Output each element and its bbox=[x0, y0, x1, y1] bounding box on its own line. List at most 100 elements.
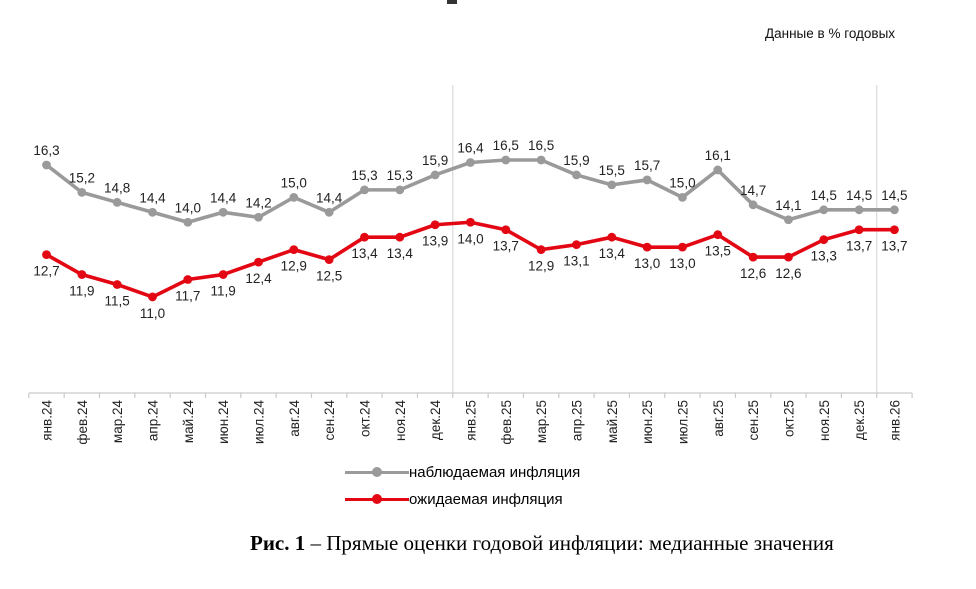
x-axis-label: фев.25 bbox=[499, 400, 514, 445]
data-label-expected: 13,0 bbox=[634, 256, 660, 271]
data-point-expected bbox=[748, 252, 758, 262]
data-label-expected: 13,0 bbox=[669, 256, 695, 271]
x-axis-label: май.24 bbox=[181, 400, 196, 444]
data-point-observed bbox=[572, 170, 581, 180]
data-label-observed: 14,4 bbox=[139, 190, 166, 205]
data-label-observed: 15,5 bbox=[599, 163, 625, 178]
data-label-expected: 13,7 bbox=[881, 239, 907, 254]
data-label-observed: 15,9 bbox=[563, 153, 589, 168]
data-point-observed bbox=[183, 217, 193, 227]
data-point-observed bbox=[642, 175, 652, 185]
data-point-observed bbox=[395, 185, 405, 195]
legend-dot-observed bbox=[372, 467, 382, 477]
data-point-expected bbox=[642, 242, 652, 252]
figure-caption: Рис. 1 – Прямые оценки годовой инфляции:… bbox=[250, 531, 834, 556]
expected-series-marker-icon bbox=[345, 489, 409, 509]
data-point-observed bbox=[784, 215, 793, 225]
x-axis-label: окт.24 bbox=[357, 400, 372, 438]
x-axis-label: янв.24 bbox=[40, 400, 55, 441]
data-label-observed: 16,4 bbox=[457, 140, 484, 155]
data-label-observed: 14,5 bbox=[846, 188, 872, 203]
x-axis-label: сен.24 bbox=[322, 400, 337, 441]
data-label-expected: 12,9 bbox=[281, 259, 307, 274]
data-point-expected bbox=[430, 220, 440, 230]
data-label-expected: 14,0 bbox=[457, 231, 483, 246]
data-label-observed: 16,1 bbox=[705, 148, 731, 163]
caption-text: Прямые оценки годовой инфляции: медианны… bbox=[326, 531, 834, 555]
data-label-expected: 11,9 bbox=[211, 284, 236, 299]
data-label-expected: 13,7 bbox=[493, 239, 519, 254]
x-axis-label: мар.24 bbox=[110, 400, 125, 444]
caption-separator: – bbox=[305, 531, 327, 555]
data-label-observed: 15,0 bbox=[281, 175, 307, 190]
data-point-expected bbox=[819, 235, 829, 245]
data-point-expected bbox=[324, 255, 334, 264]
data-point-expected bbox=[112, 280, 122, 289]
data-label-expected: 12,5 bbox=[316, 269, 342, 284]
legend-dot-expected bbox=[372, 494, 382, 504]
data-point-expected bbox=[183, 275, 193, 284]
data-label-expected: 13,4 bbox=[351, 246, 378, 261]
data-label-observed: 14,0 bbox=[175, 200, 201, 215]
x-axis-label: июн.24 bbox=[216, 400, 231, 444]
data-point-observed bbox=[289, 192, 299, 202]
data-point-observed bbox=[748, 200, 758, 210]
data-label-expected: 12,6 bbox=[740, 266, 766, 281]
inflation-line-chart: 16,3 15,2 14,8 14,4 14,0 14,4 14,2 15,0 14,4 15,3… bbox=[28, 85, 913, 445]
data-label-observed: 15,3 bbox=[387, 168, 413, 183]
data-label-expected: 13,1 bbox=[563, 254, 589, 269]
legend-item-observed: наблюдаемая инфляция bbox=[345, 462, 580, 482]
data-label-observed: 14,2 bbox=[245, 195, 271, 210]
data-label-expected: 11,7 bbox=[175, 289, 200, 304]
x-axis-label: дек.25 bbox=[852, 400, 867, 440]
data-point-expected bbox=[678, 242, 687, 252]
data-label-observed: 15,9 bbox=[422, 153, 448, 168]
data-label-expected: 13,5 bbox=[705, 244, 731, 259]
data-label-expected: 13,3 bbox=[811, 249, 837, 264]
data-point-expected bbox=[42, 250, 51, 260]
data-label-observed: 14,4 bbox=[316, 190, 343, 205]
data-label-observed: 15,2 bbox=[69, 170, 95, 185]
data-point-expected bbox=[713, 230, 723, 240]
data-point-observed bbox=[713, 165, 723, 175]
data-point-observed bbox=[254, 212, 263, 222]
data-label-observed: 14,7 bbox=[740, 183, 766, 198]
data-label-observed: 14,8 bbox=[104, 180, 130, 195]
x-axis-label: мар.25 bbox=[534, 400, 549, 443]
data-point-expected bbox=[607, 232, 617, 242]
data-point-expected bbox=[784, 252, 793, 262]
data-label-expected: 13,9 bbox=[422, 234, 448, 249]
x-axis-label: апр.24 bbox=[145, 400, 160, 442]
legend-label-observed: наблюдаемая инфляция bbox=[409, 463, 581, 481]
data-label-observed: 15,0 bbox=[669, 175, 695, 190]
x-axis-label: дек.24 bbox=[428, 400, 443, 441]
data-label-expected: 11,5 bbox=[105, 294, 130, 309]
data-label-observed: 14,4 bbox=[210, 190, 237, 205]
data-point-expected bbox=[360, 232, 369, 242]
data-label-observed: 16,3 bbox=[33, 143, 59, 158]
data-point-observed bbox=[77, 187, 87, 197]
data-point-observed bbox=[501, 155, 511, 165]
data-point-observed bbox=[218, 207, 228, 217]
data-point-observed bbox=[324, 207, 334, 217]
x-axis-label: июл.24 bbox=[251, 400, 266, 445]
data-point-observed bbox=[42, 160, 51, 170]
data-point-observed bbox=[890, 205, 899, 215]
data-point-observed bbox=[678, 192, 687, 202]
data-label-observed: 14,5 bbox=[881, 188, 907, 203]
x-axis-label: июл.25 bbox=[675, 400, 690, 444]
x-axis-label: ноя.25 bbox=[817, 400, 832, 441]
data-point-expected bbox=[77, 270, 87, 279]
x-axis-label: авг.25 bbox=[711, 400, 726, 437]
data-point-observed bbox=[536, 155, 546, 165]
data-label-expected: 12,6 bbox=[775, 266, 801, 281]
observed-series-marker-icon bbox=[345, 462, 409, 482]
data-point-expected bbox=[218, 270, 228, 279]
x-axis-label: окт.25 bbox=[781, 400, 796, 437]
data-label-observed: 15,3 bbox=[351, 168, 377, 183]
cropped-title-fragment bbox=[447, 0, 457, 4]
x-axis-label: апр.25 bbox=[569, 400, 584, 441]
data-label-expected: 12,7 bbox=[33, 264, 59, 279]
data-label-expected: 12,4 bbox=[245, 271, 272, 286]
